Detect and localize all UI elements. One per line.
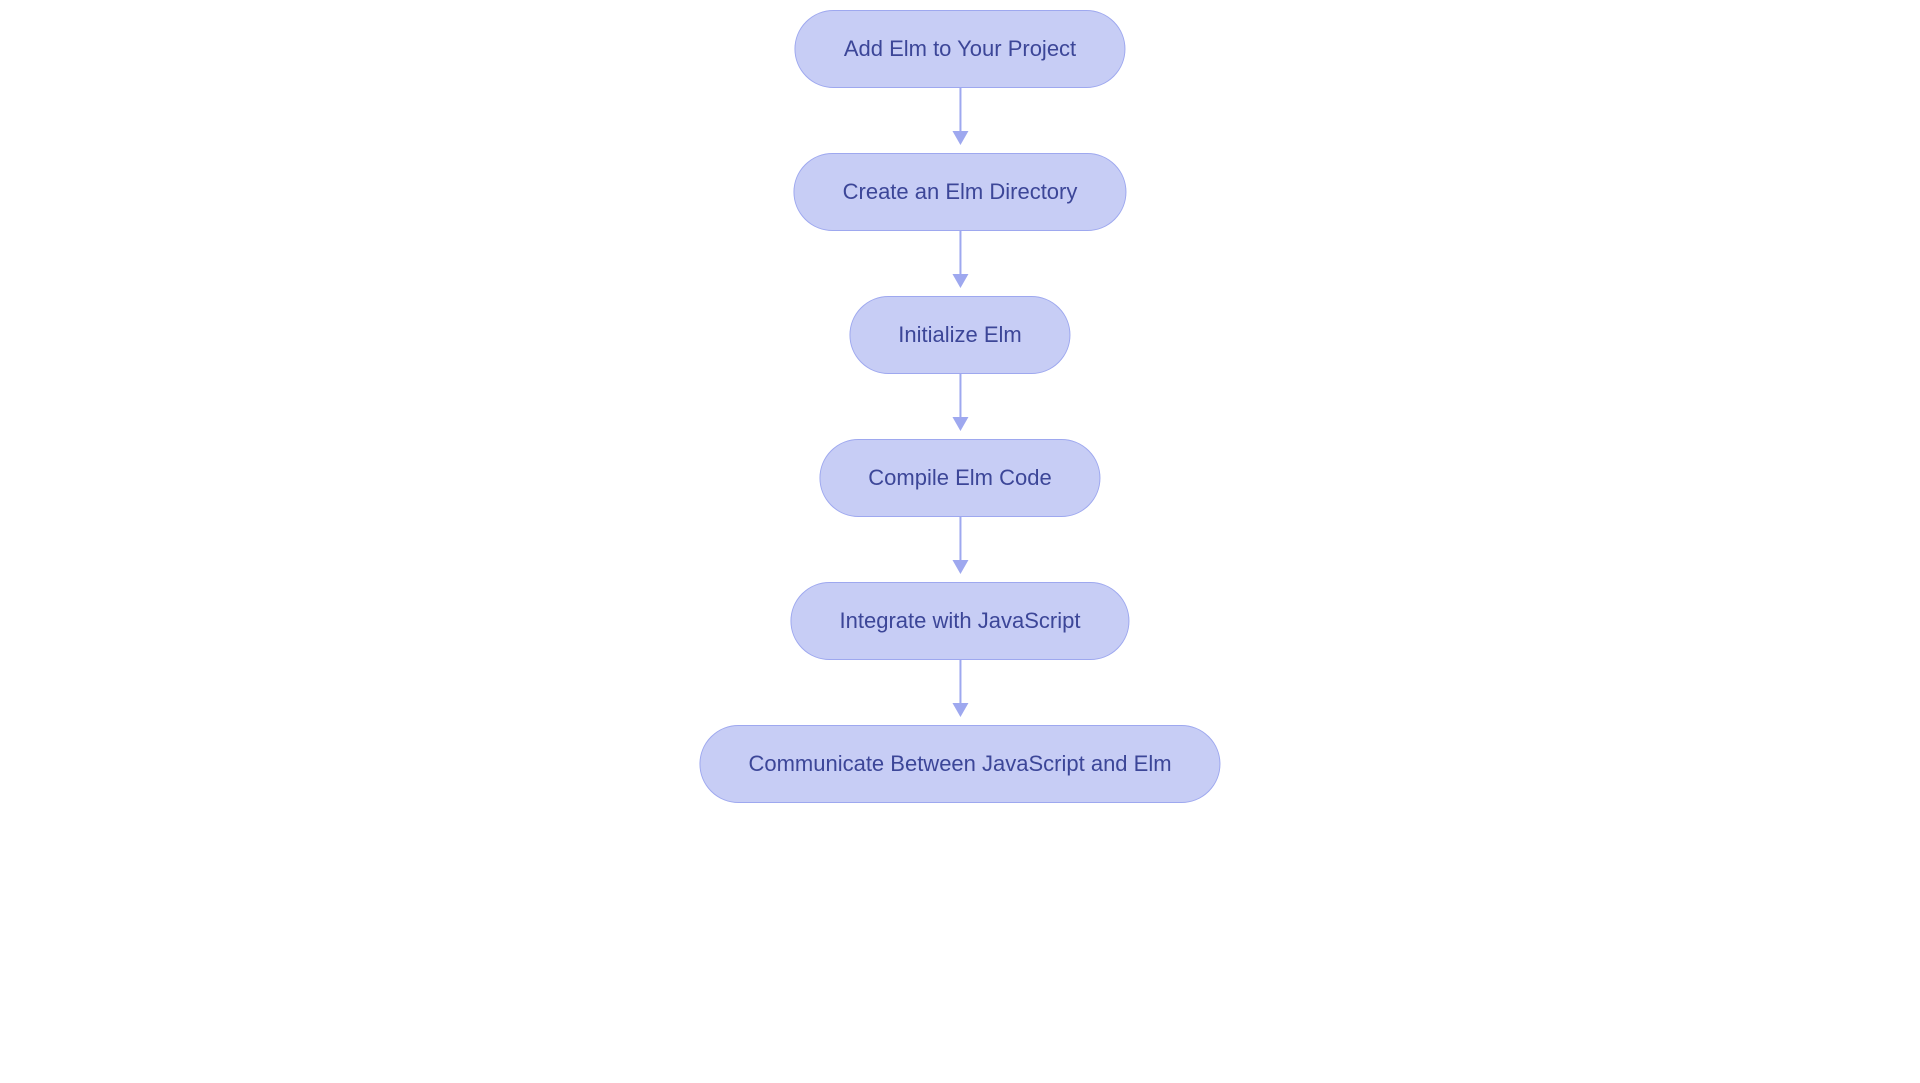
arrow-line: [959, 660, 961, 703]
flowchart-arrow: [952, 517, 968, 582]
arrow-head-icon: [952, 703, 968, 717]
arrow-line: [959, 374, 961, 417]
flowchart-arrow: [952, 88, 968, 153]
flowchart-node: Communicate Between JavaScript and Elm: [699, 725, 1220, 803]
flowchart-node-label: Communicate Between JavaScript and Elm: [748, 751, 1171, 777]
arrow-head-icon: [952, 131, 968, 145]
flowchart-node-label: Initialize Elm: [898, 322, 1021, 348]
flowchart-node: Create an Elm Directory: [794, 153, 1127, 231]
flowchart-arrow: [952, 231, 968, 296]
flowchart-node-label: Integrate with JavaScript: [840, 608, 1081, 634]
flowchart-arrow: [952, 660, 968, 725]
flowchart-node-label: Create an Elm Directory: [843, 179, 1078, 205]
flowchart-node-label: Compile Elm Code: [868, 465, 1051, 491]
arrow-line: [959, 231, 961, 274]
flowchart-arrow: [952, 374, 968, 439]
arrow-head-icon: [952, 560, 968, 574]
flowchart-container: Add Elm to Your Project Create an Elm Dir…: [699, 10, 1220, 803]
flowchart-node: Add Elm to Your Project: [795, 10, 1125, 88]
flowchart-node: Initialize Elm: [849, 296, 1070, 374]
flowchart-node: Compile Elm Code: [819, 439, 1100, 517]
arrow-head-icon: [952, 417, 968, 431]
arrow-head-icon: [952, 274, 968, 288]
flowchart-node: Integrate with JavaScript: [791, 582, 1130, 660]
arrow-line: [959, 517, 961, 560]
flowchart-node-label: Add Elm to Your Project: [844, 36, 1076, 62]
arrow-line: [959, 88, 961, 131]
